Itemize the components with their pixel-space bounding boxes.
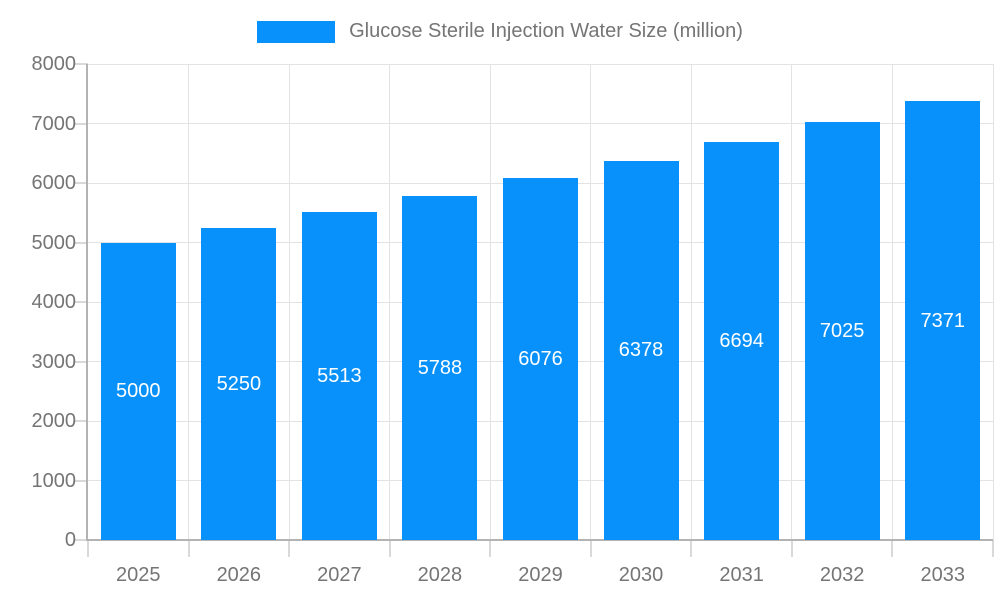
bar-2029 [503, 178, 578, 540]
y-axis-tick [75, 182, 88, 184]
x-axis-tick [690, 540, 693, 557]
bar-2033 [905, 101, 981, 540]
y-axis-tick-label: 0 [64, 529, 76, 551]
bar-value-label: 7371 [920, 309, 965, 332]
bar-value-label: 6378 [618, 339, 664, 362]
gridline-vertical [188, 64, 190, 540]
legend: Glucose Sterile Injection Water Size (mi… [0, 20, 1000, 43]
x-axis-label: 2028 [417, 564, 463, 586]
y-axis-tick [75, 241, 88, 244]
gridline-vertical [489, 64, 491, 540]
x-axis-tick [992, 540, 994, 557]
x-axis-label: 2025 [116, 564, 161, 586]
x-axis-label: 2026 [216, 564, 262, 586]
legend-label: Glucose Sterile Injection Water Size (mi… [349, 20, 743, 42]
bar-value-label: 5513 [317, 364, 362, 387]
bar-value-label: 5788 [417, 356, 463, 379]
bar-value-label: 7025 [819, 320, 865, 342]
bar-2025 [100, 242, 176, 540]
y-axis-tick [75, 539, 88, 541]
gridline-vertical [992, 64, 994, 540]
x-axis-tick [87, 540, 89, 557]
y-axis-tick-label: 5000 [31, 231, 77, 254]
y-axis-line [86, 64, 88, 540]
bar-value-label: 6076 [518, 348, 563, 371]
x-axis-tick [187, 540, 190, 557]
x-axis-label: 2029 [518, 564, 563, 586]
x-axis-tick [288, 540, 291, 557]
gridline-vertical [791, 64, 793, 540]
bar-2030 [603, 160, 679, 540]
x-axis-line [86, 539, 993, 541]
x-axis-tick [489, 540, 492, 557]
bar-2026 [201, 227, 277, 540]
y-axis-tick-label: 1000 [31, 469, 77, 492]
y-axis-tick [75, 301, 88, 303]
bar-2032 [804, 122, 880, 540]
gridline-horizontal [88, 63, 993, 65]
y-axis-tick [75, 479, 88, 482]
gridline-vertical [389, 64, 391, 540]
gridline-vertical [288, 64, 290, 540]
bar-value-label: 6694 [719, 329, 764, 352]
x-axis-label: 2030 [618, 564, 664, 586]
y-axis-tick-label: 4000 [31, 291, 77, 313]
bar-2028 [402, 195, 478, 540]
gridline-horizontal [88, 123, 993, 124]
bar-2027 [301, 211, 377, 540]
x-axis-label: 2032 [819, 564, 865, 586]
x-axis-label: 2027 [317, 564, 362, 586]
x-axis-label: 2031 [719, 564, 764, 586]
x-axis-tick [589, 540, 592, 557]
x-axis-tick [790, 540, 793, 557]
gridline-vertical [891, 64, 893, 540]
x-axis-label: 2033 [920, 564, 965, 586]
bar-value-label: 5250 [216, 372, 262, 395]
y-axis-tick [75, 360, 88, 363]
y-axis-tick-label: 7000 [31, 112, 77, 135]
y-axis-tick-label: 2000 [31, 410, 77, 432]
y-axis-tick [75, 63, 88, 65]
y-axis-tick-label: 6000 [31, 172, 77, 194]
y-axis-tick [75, 420, 88, 422]
bar-2031 [704, 141, 780, 540]
legend-swatch [257, 20, 336, 43]
gridline-vertical [690, 64, 692, 540]
x-axis-tick [388, 540, 391, 557]
y-axis-tick [75, 122, 88, 125]
bar-value-label: 5000 [116, 380, 161, 403]
gridline-vertical [590, 64, 592, 540]
y-axis-tick-label: 8000 [31, 53, 77, 75]
x-axis-tick [891, 540, 894, 557]
y-axis-tick-label: 3000 [31, 350, 77, 373]
